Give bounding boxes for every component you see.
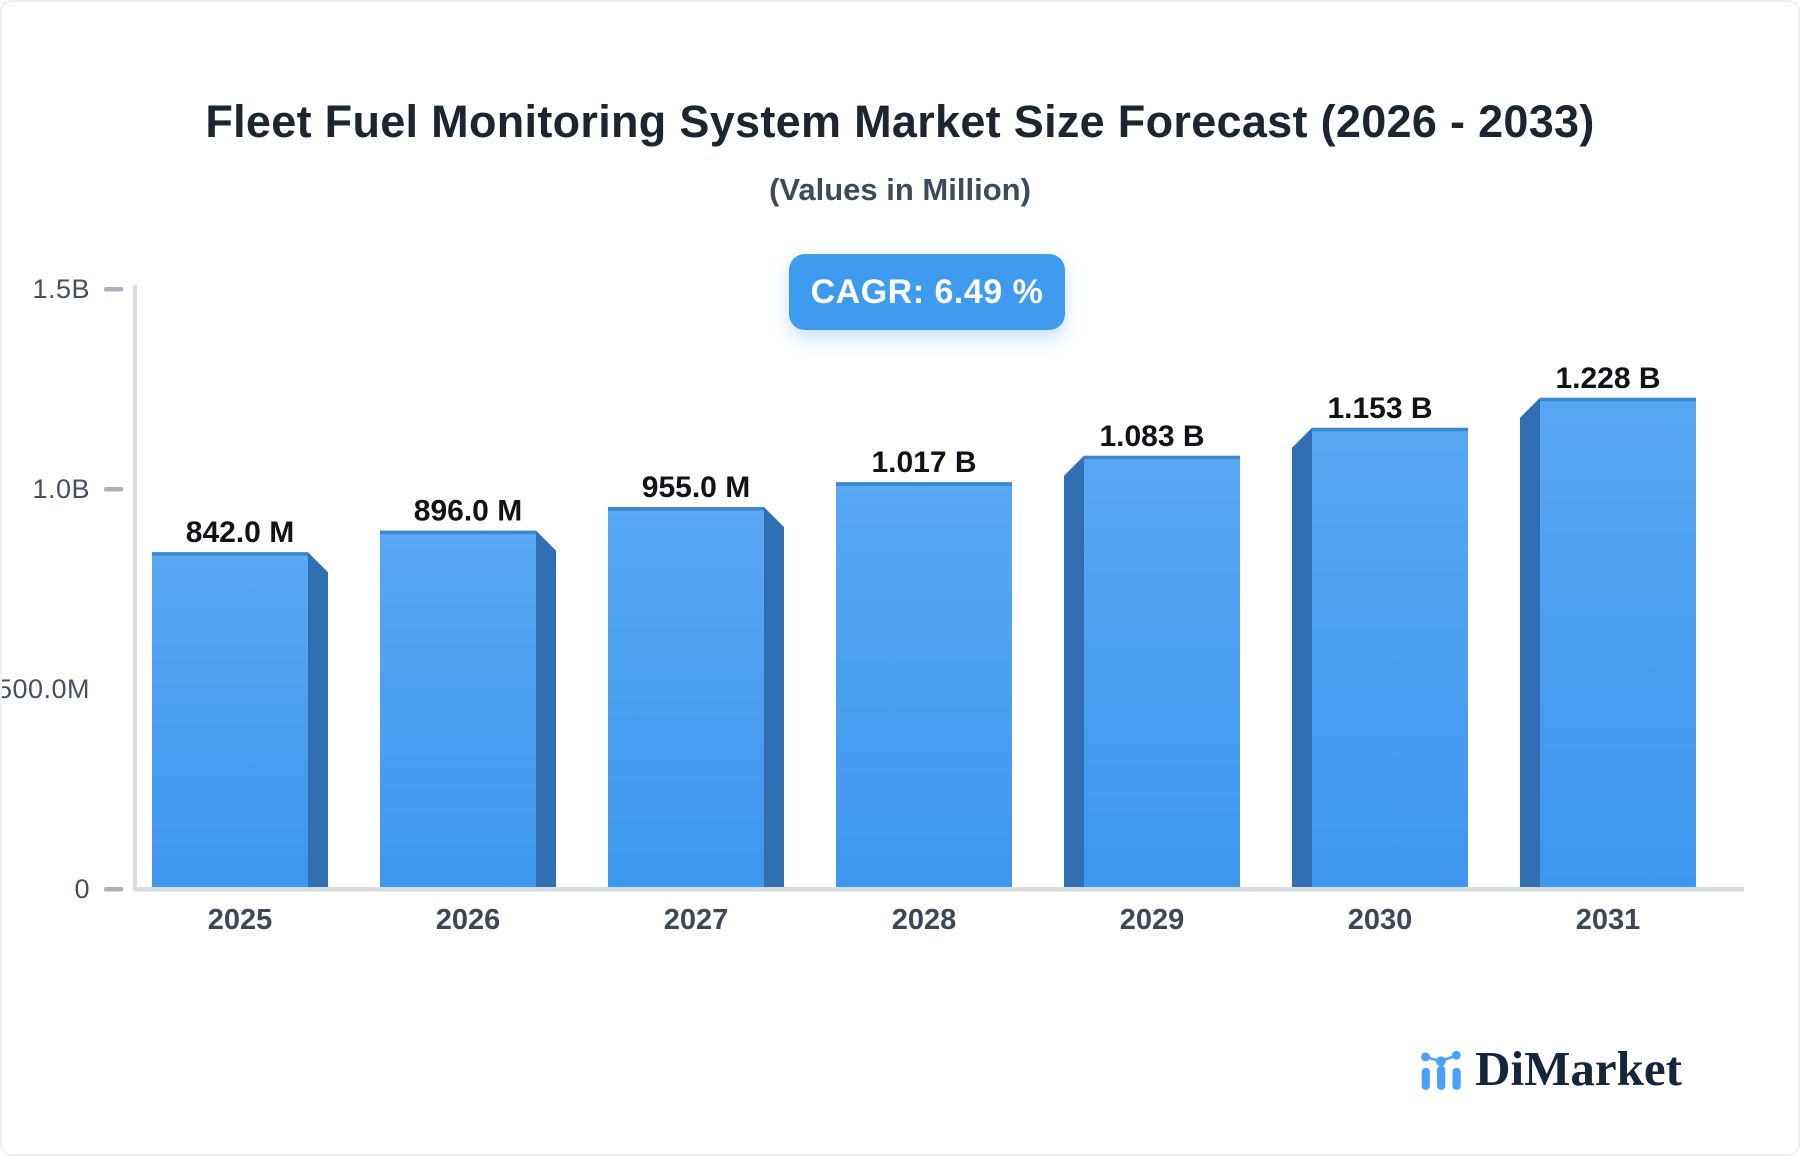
cagr-badge: CAGR: 6.49 % — [789, 254, 1065, 330]
y-tick-dash — [104, 287, 123, 292]
x-tick-label-2027: 2027 — [664, 904, 729, 936]
bar-side-2025 — [308, 552, 328, 889]
bar-group-2025: 842.0 M 2025 — [152, 516, 328, 936]
x-tick-label-2025: 2025 — [208, 904, 273, 936]
y-tick-dash — [104, 887, 123, 892]
bar-group-2026: 896.0 M 2026 — [380, 495, 556, 936]
bar-value-label-2029: 1.083 B — [1099, 420, 1204, 453]
bar-value-label-2027: 955.0 M — [642, 471, 750, 504]
brand-logo: DiMarket — [1420, 1044, 1682, 1093]
x-tick-label-2031: 2031 — [1576, 904, 1641, 936]
bar-face-2027 — [608, 507, 764, 889]
bar-face-2026 — [380, 530, 536, 889]
bar-group-2029: 1.083 B 2029 — [1064, 420, 1240, 936]
y-axis-line — [133, 285, 137, 891]
bar-side-2031 — [1520, 397, 1540, 889]
cagr-badge-label: CAGR: 6.49 % — [810, 272, 1044, 311]
bar-side-2030 — [1292, 427, 1312, 889]
bar-value-label-2026: 896.0 M — [414, 495, 522, 528]
bar-face-2030 — [1312, 427, 1468, 889]
bar-top-edge — [380, 530, 536, 535]
bar-face-2025 — [152, 552, 308, 889]
x-tick-label-2029: 2029 — [1120, 904, 1185, 936]
bar-group-2028: 1.017 B 2028 — [836, 446, 1012, 936]
bar-side-2026 — [536, 530, 556, 889]
bar-top-edge — [1540, 397, 1696, 402]
bar-face-2028 — [836, 482, 1012, 889]
bar-side-2029 — [1064, 455, 1084, 889]
bar-value-label-2025: 842.0 M — [186, 516, 294, 549]
bar-group-2031: 1.228 B 2031 — [1520, 362, 1696, 936]
logo-text: DiMarket — [1475, 1041, 1682, 1096]
x-axis-line — [133, 887, 1744, 892]
bar-value-label-2028: 1.017 B — [871, 446, 976, 479]
bar-top-edge — [608, 507, 764, 511]
chart-title: Fleet Fuel Monitoring System Market Size… — [205, 96, 1595, 147]
bar-top-edge — [1084, 455, 1240, 460]
bar-top-edge — [836, 482, 1012, 486]
bar-side-2027 — [764, 507, 784, 889]
y-tick-dash — [104, 487, 123, 492]
x-tick-label-2030: 2030 — [1348, 904, 1413, 936]
x-tick-label-2026: 2026 — [436, 904, 501, 936]
x-tick-label-2028: 2028 — [892, 904, 957, 936]
bar-value-label-2031: 1.228 B — [1555, 362, 1660, 395]
chart-subtitle: (Values in Million) — [769, 172, 1031, 207]
bar-face-2031 — [1540, 397, 1696, 889]
bar-group-2027: 955.0 M 2027 — [608, 471, 784, 936]
y-tick-label-1.0B: 1.0B — [32, 474, 90, 504]
bar-top-edge — [1312, 427, 1468, 432]
bar-face-2029 — [1084, 455, 1240, 889]
bar-value-label-2030: 1.153 B — [1327, 392, 1432, 425]
y-tick-label-1.5B: 1.5B — [32, 274, 90, 304]
bar-top-edge — [152, 552, 308, 556]
y-tick-label-0: 0 — [74, 874, 90, 904]
bar-chart-logo-icon — [1421, 1050, 1461, 1090]
y-tick-label-500.0M: 500.0M — [2, 674, 90, 704]
bar-group-2030: 1.153 B 2030 — [1292, 392, 1468, 936]
